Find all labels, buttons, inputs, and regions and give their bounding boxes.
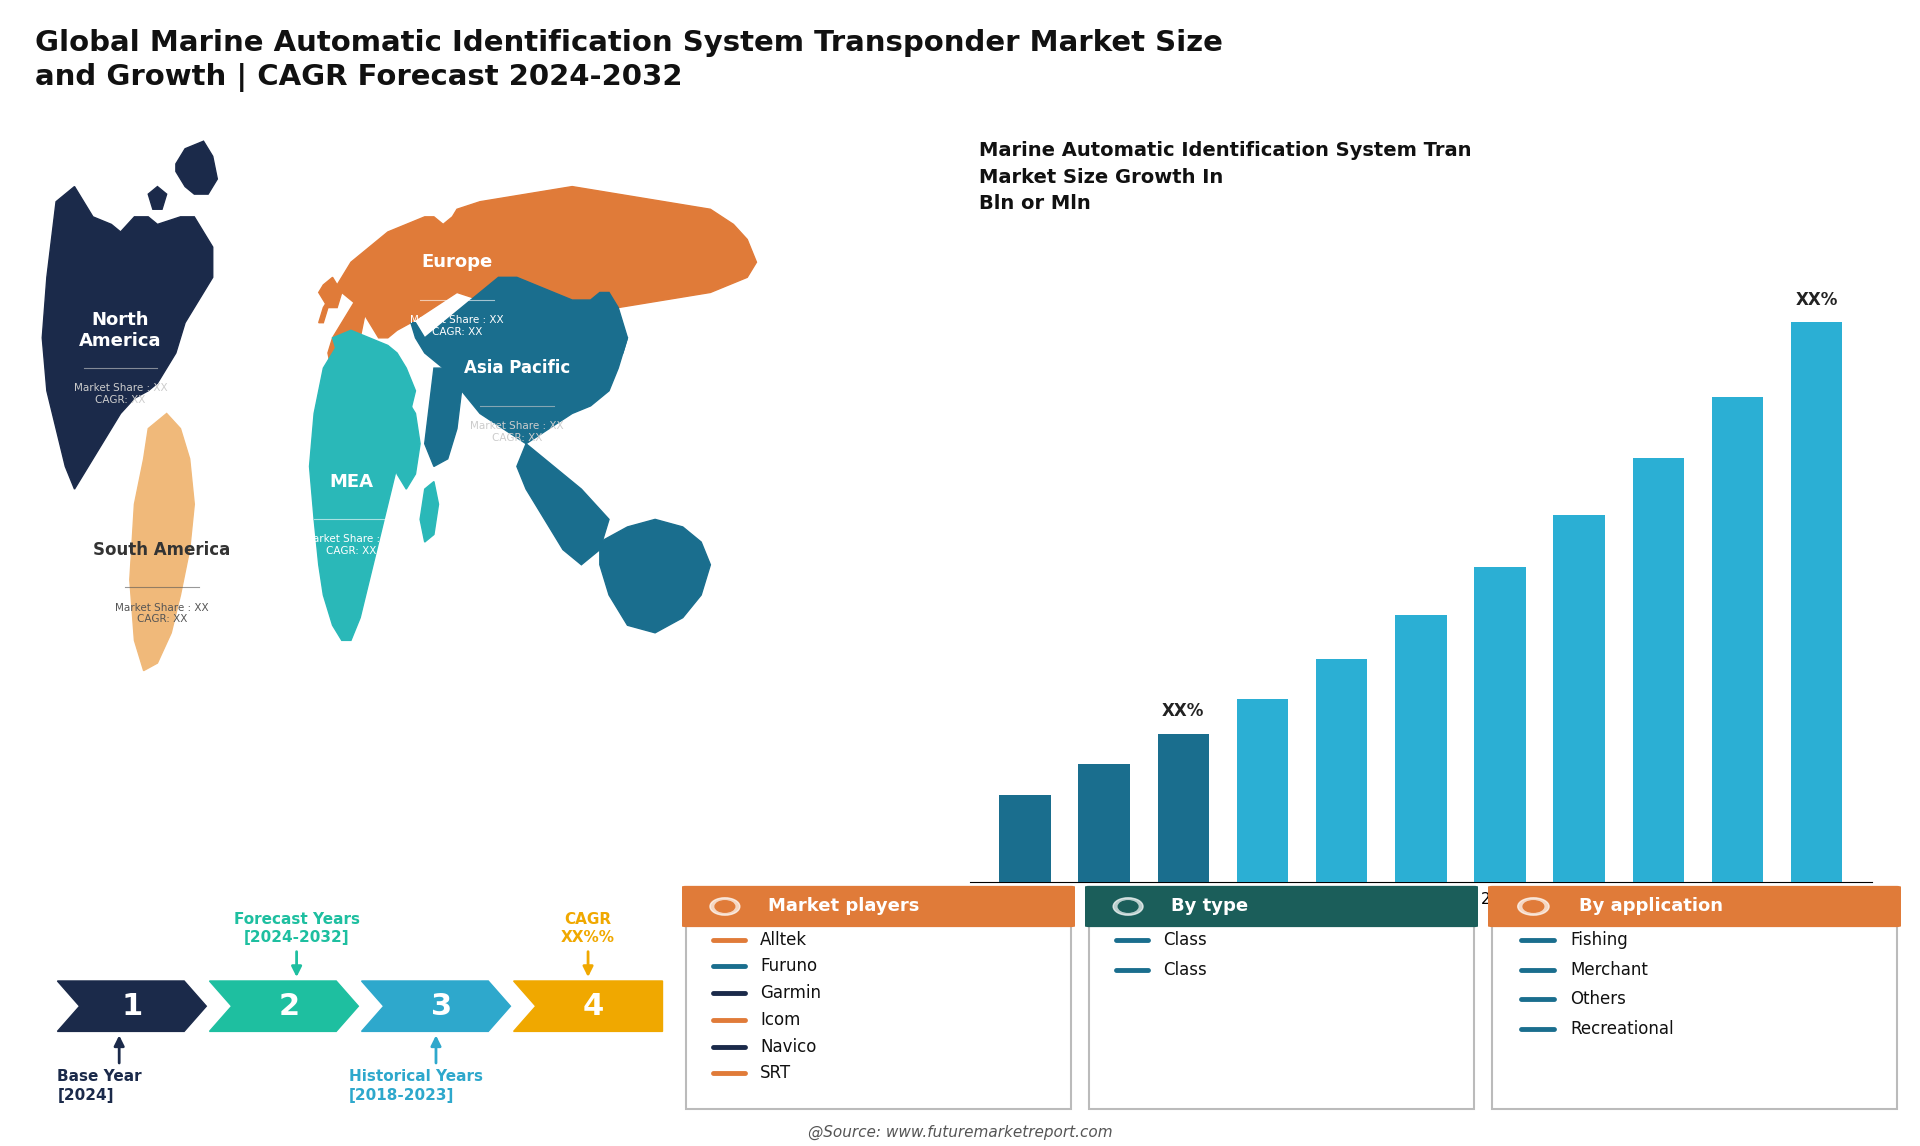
Text: Alltek: Alltek [760, 931, 808, 949]
Polygon shape [328, 292, 369, 383]
Bar [1632, 458, 1684, 882]
Text: Forecast Years
[2024-2032]: Forecast Years [2024-2032] [234, 912, 359, 945]
Text: Market Share : XX
CAGR: XX: Market Share : XX CAGR: XX [115, 603, 209, 625]
Bar [1236, 699, 1288, 882]
Text: Merchant: Merchant [1571, 960, 1649, 979]
Bar [1079, 764, 1129, 882]
Text: North
America: North America [79, 311, 161, 350]
Text: Market Share : XX
CAGR: XX: Market Share : XX CAGR: XX [411, 315, 503, 337]
Text: Historical Years
[2018-2023]: Historical Years [2018-2023] [349, 1069, 482, 1102]
Text: XX%: XX% [1795, 291, 1837, 309]
Bar [1158, 733, 1210, 882]
Polygon shape [420, 481, 438, 542]
Circle shape [1114, 897, 1142, 916]
Text: Global Marine Automatic Identification System Transponder Market Size
and Growth: Global Marine Automatic Identification S… [35, 29, 1223, 92]
Polygon shape [361, 981, 511, 1031]
Text: Class: Class [1164, 931, 1208, 949]
FancyBboxPatch shape [1083, 886, 1480, 927]
Text: Market Share : XX
CAGR: XX: Market Share : XX CAGR: XX [470, 421, 564, 442]
Polygon shape [319, 277, 342, 307]
Text: South America: South America [94, 541, 230, 558]
FancyBboxPatch shape [1089, 892, 1475, 1109]
Text: Recreational: Recreational [1571, 1020, 1674, 1038]
Polygon shape [131, 414, 194, 670]
Text: By type: By type [1171, 897, 1248, 916]
Text: Fishing: Fishing [1571, 931, 1628, 949]
Polygon shape [515, 981, 662, 1031]
Circle shape [710, 897, 739, 916]
Text: Navico: Navico [760, 1037, 816, 1055]
Text: SRT: SRT [760, 1065, 791, 1083]
Text: 3: 3 [430, 991, 451, 1021]
Polygon shape [42, 187, 213, 489]
FancyBboxPatch shape [685, 892, 1071, 1109]
Text: Garmin: Garmin [760, 984, 822, 1003]
Text: Europe: Europe [420, 253, 493, 272]
Polygon shape [516, 444, 609, 565]
Text: CAGR
XX%%: CAGR XX%% [561, 912, 614, 945]
Circle shape [1523, 901, 1544, 912]
Bar [1396, 615, 1446, 882]
Polygon shape [148, 187, 167, 210]
Text: Base Year
[2024]: Base Year [2024] [58, 1069, 142, 1102]
Bar [998, 795, 1050, 882]
Text: MEA: MEA [328, 472, 372, 490]
Text: 1: 1 [121, 991, 142, 1021]
Text: Class: Class [1164, 960, 1208, 979]
Text: @Source: www.futuremarketreport.com: @Source: www.futuremarketreport.com [808, 1125, 1112, 1140]
Polygon shape [609, 330, 628, 353]
Text: Marine Automatic Identification System Tran
Market Size Growth In
Bln or Mln: Marine Automatic Identification System T… [979, 141, 1471, 213]
Text: 2: 2 [278, 991, 300, 1021]
Polygon shape [209, 981, 359, 1031]
Text: 4: 4 [584, 991, 605, 1021]
FancyBboxPatch shape [1486, 886, 1903, 927]
Text: Asia Pacific: Asia Pacific [465, 359, 570, 377]
Polygon shape [58, 981, 205, 1031]
Circle shape [714, 901, 735, 912]
Bar [1553, 515, 1605, 882]
Text: Furuno: Furuno [760, 957, 818, 975]
FancyBboxPatch shape [1492, 892, 1897, 1109]
Text: Market Share : XX
CAGR: XX: Market Share : XX CAGR: XX [303, 534, 397, 556]
Polygon shape [411, 277, 628, 444]
Polygon shape [309, 330, 415, 641]
Text: Icom: Icom [760, 1011, 801, 1029]
Bar [1713, 397, 1763, 882]
Text: XX%: XX% [1162, 702, 1204, 721]
Text: By application: By application [1578, 897, 1722, 916]
Bar [1315, 659, 1367, 882]
Polygon shape [599, 519, 710, 633]
Text: Market Share : XX
CAGR: XX: Market Share : XX CAGR: XX [73, 383, 167, 405]
FancyBboxPatch shape [680, 886, 1077, 927]
Polygon shape [177, 141, 217, 194]
Bar [1475, 567, 1526, 882]
Text: Market players: Market players [768, 897, 920, 916]
Circle shape [1117, 901, 1139, 912]
Bar [1791, 322, 1843, 882]
Text: Others: Others [1571, 990, 1626, 1008]
Circle shape [1517, 897, 1549, 916]
Polygon shape [388, 399, 420, 489]
Polygon shape [319, 187, 756, 338]
Polygon shape [424, 368, 461, 466]
